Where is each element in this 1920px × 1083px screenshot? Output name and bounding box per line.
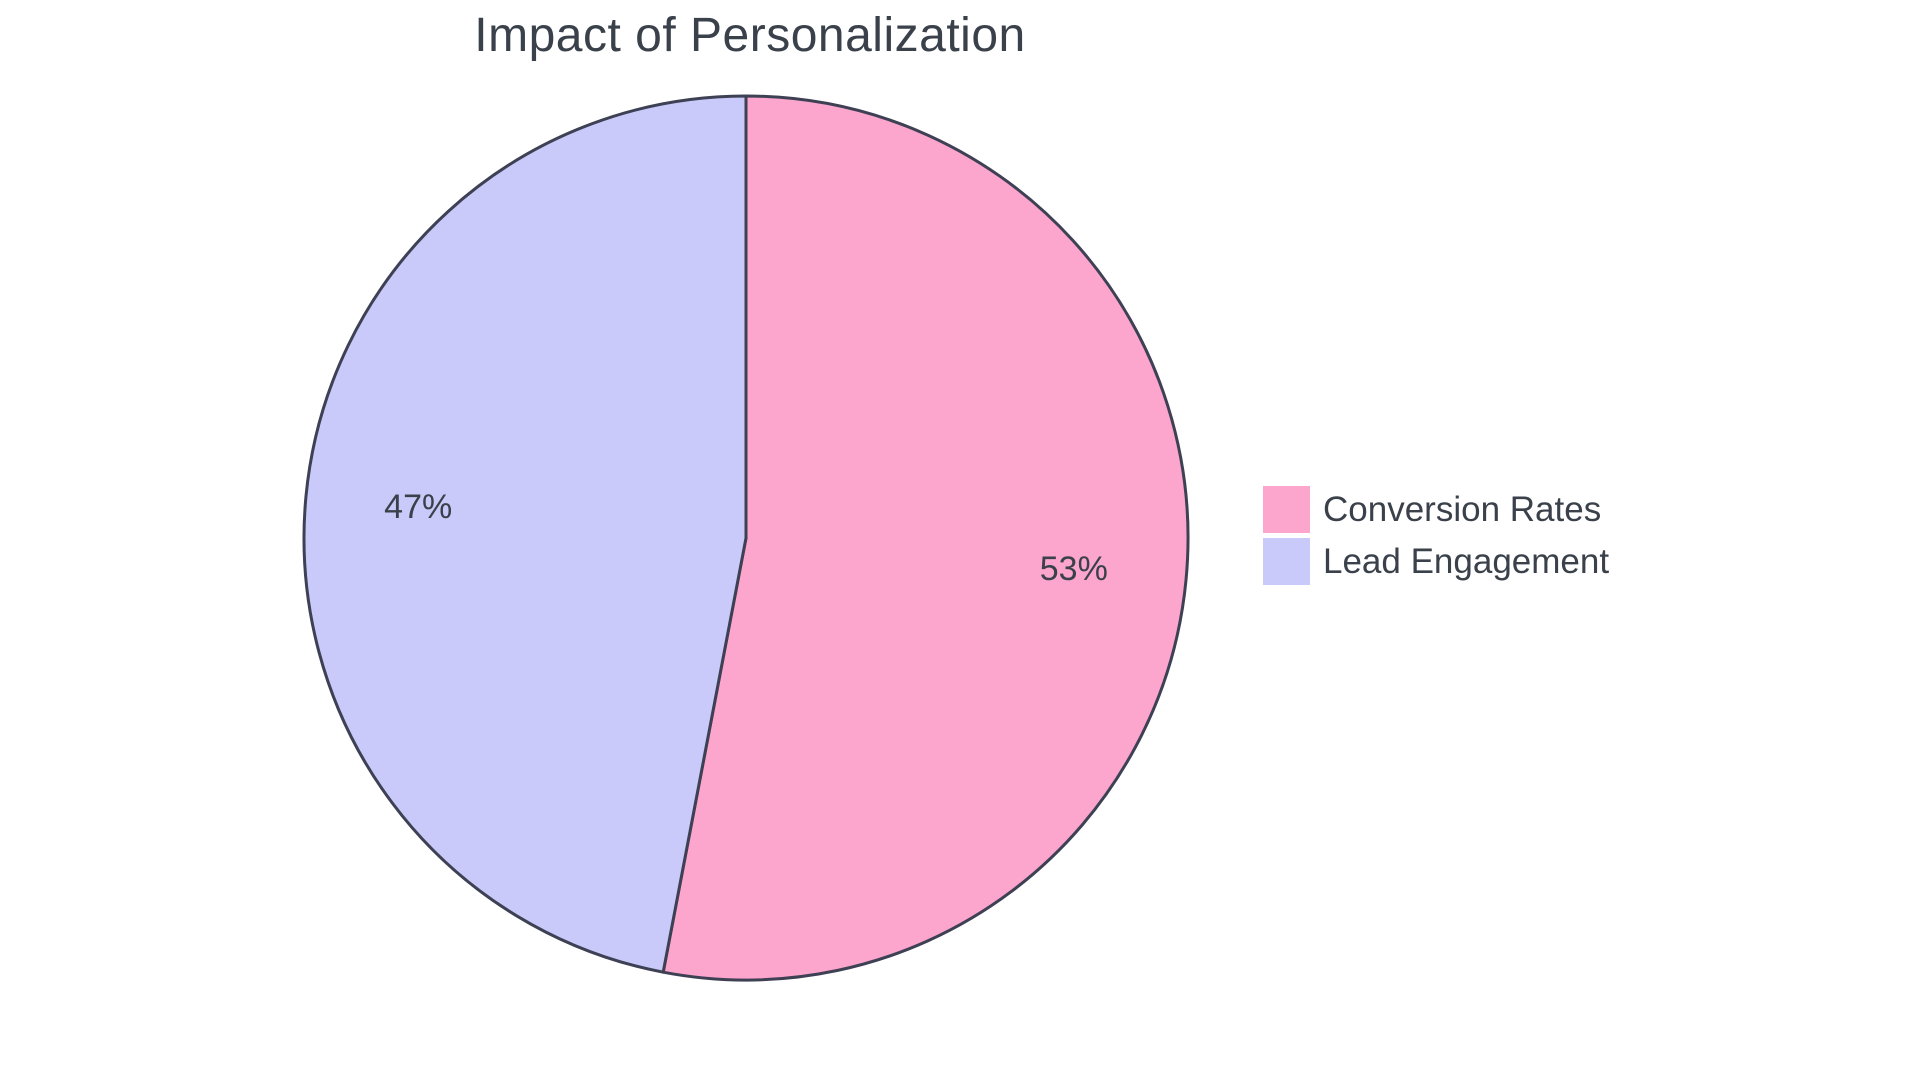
legend-label: Conversion Rates: [1323, 489, 1602, 529]
legend-label: Lead Engagement: [1323, 541, 1610, 581]
legend-item: Lead Engagement: [1263, 538, 1609, 585]
chart-title: Impact of Personalization: [474, 9, 1026, 62]
slice-percent-label: 53%: [1040, 550, 1108, 588]
chart-legend: Conversion Rates Lead Engagement: [1263, 486, 1609, 585]
pie-slice-conversion-rates: [661, 94, 1190, 982]
legend-swatch: [1263, 486, 1310, 533]
legend-item: Conversion Rates: [1263, 486, 1609, 533]
legend-swatch: [1263, 538, 1310, 585]
pie-slice-lead-engagement: [302, 94, 748, 974]
slice-percent-label: 47%: [384, 488, 452, 526]
